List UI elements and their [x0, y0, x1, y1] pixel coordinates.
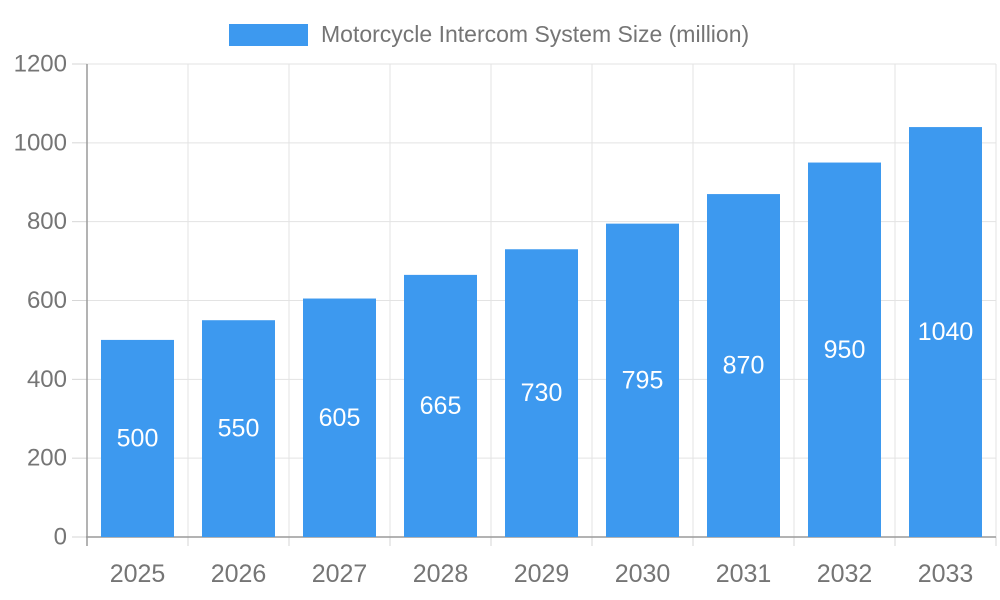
- bar-2033[interactable]: [909, 127, 982, 538]
- chart-legend[interactable]: Motorcycle Intercom System Size (million…: [229, 21, 749, 48]
- y-axis-label: 400: [27, 366, 67, 393]
- bar-2030[interactable]: [606, 223, 679, 537]
- bar-value-label: 500: [117, 424, 159, 452]
- bar-2031[interactable]: [707, 194, 780, 537]
- bar-2032[interactable]: [808, 162, 881, 537]
- bar-2027[interactable]: [303, 298, 376, 537]
- y-axis-label: 600: [27, 287, 67, 314]
- x-axis-label: 2026: [211, 560, 267, 588]
- bar-2029[interactable]: [505, 249, 578, 537]
- bar-2028[interactable]: [404, 274, 477, 537]
- y-axis-label: 200: [27, 445, 67, 472]
- x-axis-label: 2027: [312, 560, 368, 588]
- bar-value-label: 1040: [918, 318, 974, 346]
- bar-value-label: 665: [420, 392, 462, 420]
- x-axis-label: 2025: [110, 560, 166, 588]
- y-axis-label: 0: [54, 524, 67, 551]
- legend-swatch: [229, 23, 308, 46]
- y-axis-label: 800: [27, 208, 67, 235]
- bar-value-label: 950: [824, 336, 866, 364]
- bar-value-label: 870: [723, 352, 765, 380]
- bar-2026[interactable]: [202, 320, 275, 537]
- bar-value-label: 730: [521, 379, 563, 407]
- bar-value-label: 605: [319, 404, 361, 432]
- x-axis-label: 2028: [413, 560, 469, 588]
- x-axis-label: 2029: [514, 560, 570, 588]
- y-axis-label: 1200: [14, 51, 67, 78]
- x-axis-label: 2032: [817, 560, 873, 588]
- y-axis-label: 1000: [14, 129, 67, 156]
- legend-label: Motorcycle Intercom System Size (million…: [321, 21, 750, 47]
- x-axis-label: 2030: [615, 560, 671, 588]
- x-axis-label: 2033: [918, 560, 974, 588]
- bar-value-label: 795: [622, 366, 664, 394]
- bar-2025[interactable]: [101, 339, 174, 537]
- bar-value-label: 550: [218, 415, 260, 443]
- x-axis-label: 2031: [716, 560, 772, 588]
